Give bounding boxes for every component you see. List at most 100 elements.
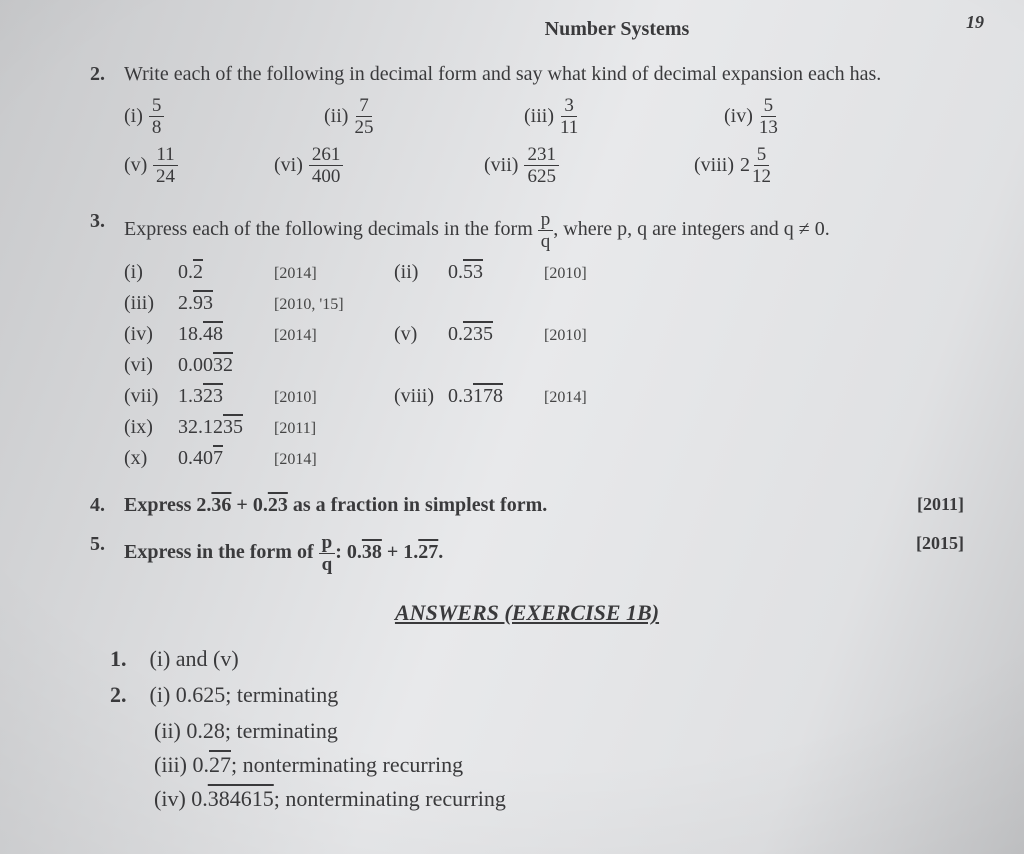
repeating-part: 48 (203, 323, 223, 345)
frac-den: 13 (759, 117, 778, 137)
frac-den: 11 (560, 117, 578, 137)
q2-item: (viii) 2512 (694, 145, 874, 186)
q3-text: Express each of the following decimals i… (124, 210, 964, 251)
q3-row: (i)0.2[2014](ii)0.53[2010](iii)2.93[2010… (124, 261, 964, 323)
q4-rep-b: 23 (268, 494, 288, 516)
frac-den: 400 (312, 166, 341, 186)
answers-title: ANSWERS (EXERCISE 1B) (90, 600, 964, 626)
q4-body: Express 2.36 + 0.23 as a fraction in sim… (124, 494, 964, 517)
frac-num: p (538, 210, 554, 231)
year-tag: [2014] (544, 389, 587, 407)
q3-item: (viii) 0.3178 [2014] (394, 385, 674, 408)
q3-item: (i) 0.2 [2014] (124, 261, 394, 284)
page-number: 19 (966, 12, 984, 33)
fraction: 512 (752, 145, 771, 186)
frac-den: 25 (354, 117, 373, 137)
repeating-part: 32 (213, 354, 233, 376)
decimal-value: 0.235 (448, 323, 538, 346)
year-tag: [2014] (274, 327, 317, 345)
frac-num: 11 (153, 145, 177, 166)
q3-row: (x)0.407[2014] (124, 447, 964, 478)
q3-item: (vii)1.323[2010] (124, 385, 394, 408)
q4-year: [2011] (917, 494, 964, 515)
repeating-part: 2 (193, 261, 203, 283)
a2-i: (i) 0.625; terminating (150, 682, 339, 707)
fraction: 231625 (524, 145, 559, 186)
decimal-value: 32.1235 (178, 416, 268, 439)
fraction: 513 (759, 96, 778, 137)
frac-num: 5 (149, 96, 165, 117)
q2-items: (i)58(ii)725(iii)311(iv)513(v)1124(vi)26… (124, 96, 964, 194)
fraction: 1124 (153, 145, 177, 186)
item-label: (vi) (274, 154, 303, 177)
q3-items: (i)0.2[2014](ii)0.53[2010](iii)2.93[2010… (90, 261, 964, 478)
year-tag: [2010, '15] (274, 296, 344, 314)
chapter-title: Number Systems (270, 18, 964, 41)
repeating-part: 23 (203, 385, 223, 407)
q2-item: (iv) 513 (724, 96, 894, 137)
decimal-value: 0.53 (448, 261, 538, 284)
frac-num: 5 (754, 145, 770, 166)
q4-rep-a: 36 (211, 494, 231, 516)
a2-iv-a: (iv) 0. (154, 786, 208, 811)
q3-text-b: , where p, q are integers and q ≠ 0. (553, 218, 829, 240)
q4-b: + 0. (231, 494, 267, 516)
item-label: (vii) (124, 385, 172, 408)
fraction: 58 (149, 96, 165, 137)
q5-frac: p q (319, 533, 336, 574)
item-label: (iv) (724, 105, 753, 128)
q5-year: [2015] (916, 533, 964, 554)
item-label: (viii) (394, 385, 442, 408)
a2-iii-a: (iii) 0. (154, 752, 209, 777)
q3-row: (iv)18.48[2014](v)0.235[2010](vi)0.0032 (124, 323, 964, 385)
item-label: (ii) (394, 261, 442, 284)
q3-row: (vii)1.323[2010](viii)0.3178[2014](ix)32… (124, 385, 964, 447)
year-tag: [2010] (544, 327, 587, 345)
q5-number: 5. (90, 533, 124, 556)
item-label: (i) (124, 261, 172, 284)
frac-num: 5 (761, 96, 777, 117)
q2-text: Write each of the following in decimal f… (124, 63, 964, 86)
q2-item: (v) 1124 (124, 145, 244, 186)
q2-item: (ii) 725 (324, 96, 494, 137)
item-label: (viii) (694, 154, 734, 177)
decimal-value: 0.3178 (448, 385, 538, 408)
item-label: (i) (124, 105, 143, 128)
item-label: (vii) (484, 154, 518, 177)
frac-num: 261 (309, 145, 344, 166)
a2-iv-rep: 384615 (208, 786, 274, 811)
q3-item: (ii)0.53[2010] (394, 261, 674, 284)
a2-iv-b: ; nonterminating recurring (274, 786, 506, 811)
repeating-part: 7 (213, 447, 223, 469)
question-5: 5. Express in the form of p q : 0.38 + 1… (90, 533, 964, 574)
repeating-part: 93 (193, 292, 213, 314)
frac-den: 625 (527, 166, 556, 186)
question-4: 4. Express 2.36 + 0.23 as a fraction in … (90, 494, 964, 517)
q3-frac: p q (538, 210, 554, 251)
mixed-number: 2512 (740, 145, 771, 186)
a2-num: 2. (110, 682, 144, 708)
q5-rep-b: 27 (418, 541, 438, 563)
decimal-value: 0.407 (178, 447, 268, 470)
frac-den: q (322, 554, 333, 574)
fraction: 261400 (309, 145, 344, 186)
fraction: 725 (354, 96, 373, 137)
decimal-value: 18.48 (178, 323, 268, 346)
q3-text-a: Express each of the following decimals i… (124, 218, 538, 240)
frac-num: 7 (356, 96, 372, 117)
q2-item: (iii)311 (524, 96, 694, 137)
q2-number: 2. (90, 63, 124, 86)
frac-den: 24 (156, 166, 175, 186)
item-label: (ii) (324, 105, 348, 128)
decimal-value: 0.2 (178, 261, 268, 284)
q3-item: (x)0.407[2014] (124, 447, 394, 470)
q2-item: (i) 58 (124, 96, 294, 137)
q3-item: (ix)32.1235[2011] (124, 416, 424, 439)
year-tag: [2010] (274, 389, 317, 407)
repeating-part: 178 (473, 385, 503, 407)
q5-c: + 1. (382, 541, 418, 563)
year-tag: [2014] (274, 265, 317, 283)
repeating-part: 35 (223, 416, 243, 438)
q4-c: as a fraction in simplest form. (288, 494, 547, 516)
item-label: (v) (124, 154, 147, 177)
